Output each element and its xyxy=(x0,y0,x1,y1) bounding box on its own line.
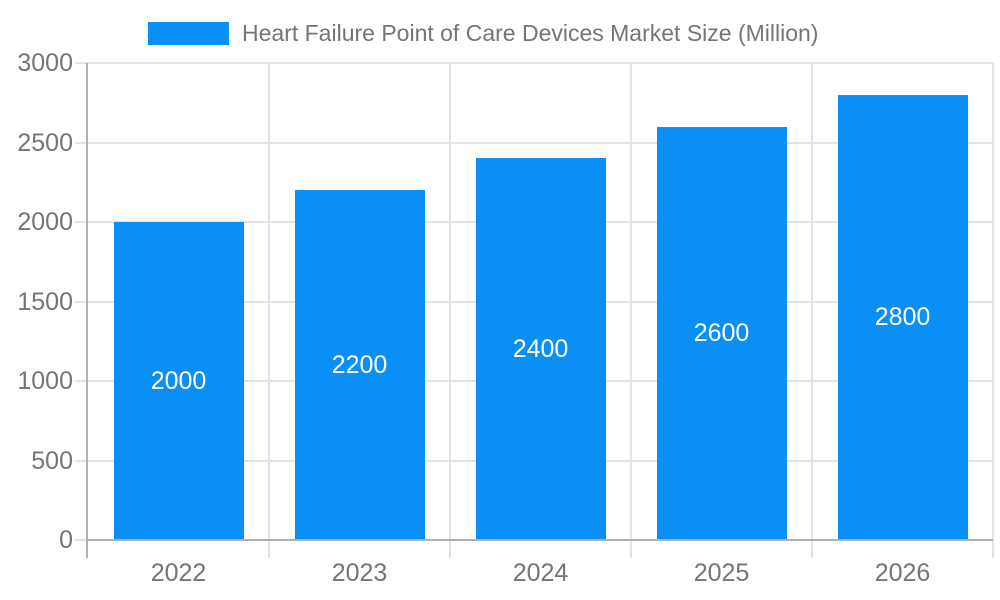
category-boundary-gridline xyxy=(992,63,994,558)
bar-value-label: 2400 xyxy=(512,335,569,364)
bar[interactable] xyxy=(113,222,244,541)
bar-value-label: 2200 xyxy=(331,351,388,380)
category-boundary-gridline xyxy=(630,63,632,558)
y-axis-tick-label: 3000 xyxy=(17,49,73,77)
y-gridline xyxy=(75,62,993,64)
bar-value-label: 2800 xyxy=(874,303,931,332)
bar-value-label: 2000 xyxy=(150,367,207,395)
legend: Heart Failure Point of Care Devices Mark… xyxy=(148,20,818,47)
x-axis-tick-label: 2024 xyxy=(512,559,569,587)
category-boundary-gridline xyxy=(811,63,813,558)
category-boundary-gridline xyxy=(268,63,270,558)
bar[interactable] xyxy=(837,94,968,541)
x-axis-tick-label: 2026 xyxy=(874,559,931,587)
bar[interactable] xyxy=(294,190,425,541)
legend-swatch xyxy=(148,22,229,45)
y-axis-tick-label: 2000 xyxy=(17,208,73,236)
y-gridline xyxy=(75,141,993,144)
x-axis-tick-label: 2022 xyxy=(150,559,207,587)
y-axis-tick-label: 500 xyxy=(31,446,73,475)
x-axis-tick-label: 2025 xyxy=(693,559,750,587)
bar[interactable] xyxy=(475,158,606,541)
y-axis-tick-label: 2500 xyxy=(17,128,73,157)
y-axis-tick-label: 0 xyxy=(59,526,73,554)
category-boundary-gridline xyxy=(449,63,451,558)
y-axis-tick-label: 1000 xyxy=(17,367,73,395)
x-axis-line xyxy=(86,539,993,541)
y-axis-line xyxy=(86,63,88,558)
bar[interactable] xyxy=(656,126,787,541)
bar-value-label: 2600 xyxy=(693,319,750,348)
legend-label: Heart Failure Point of Care Devices Mark… xyxy=(242,20,819,46)
y-axis-tick-label: 1500 xyxy=(17,287,73,316)
x-axis-tick-label: 2023 xyxy=(331,559,388,587)
